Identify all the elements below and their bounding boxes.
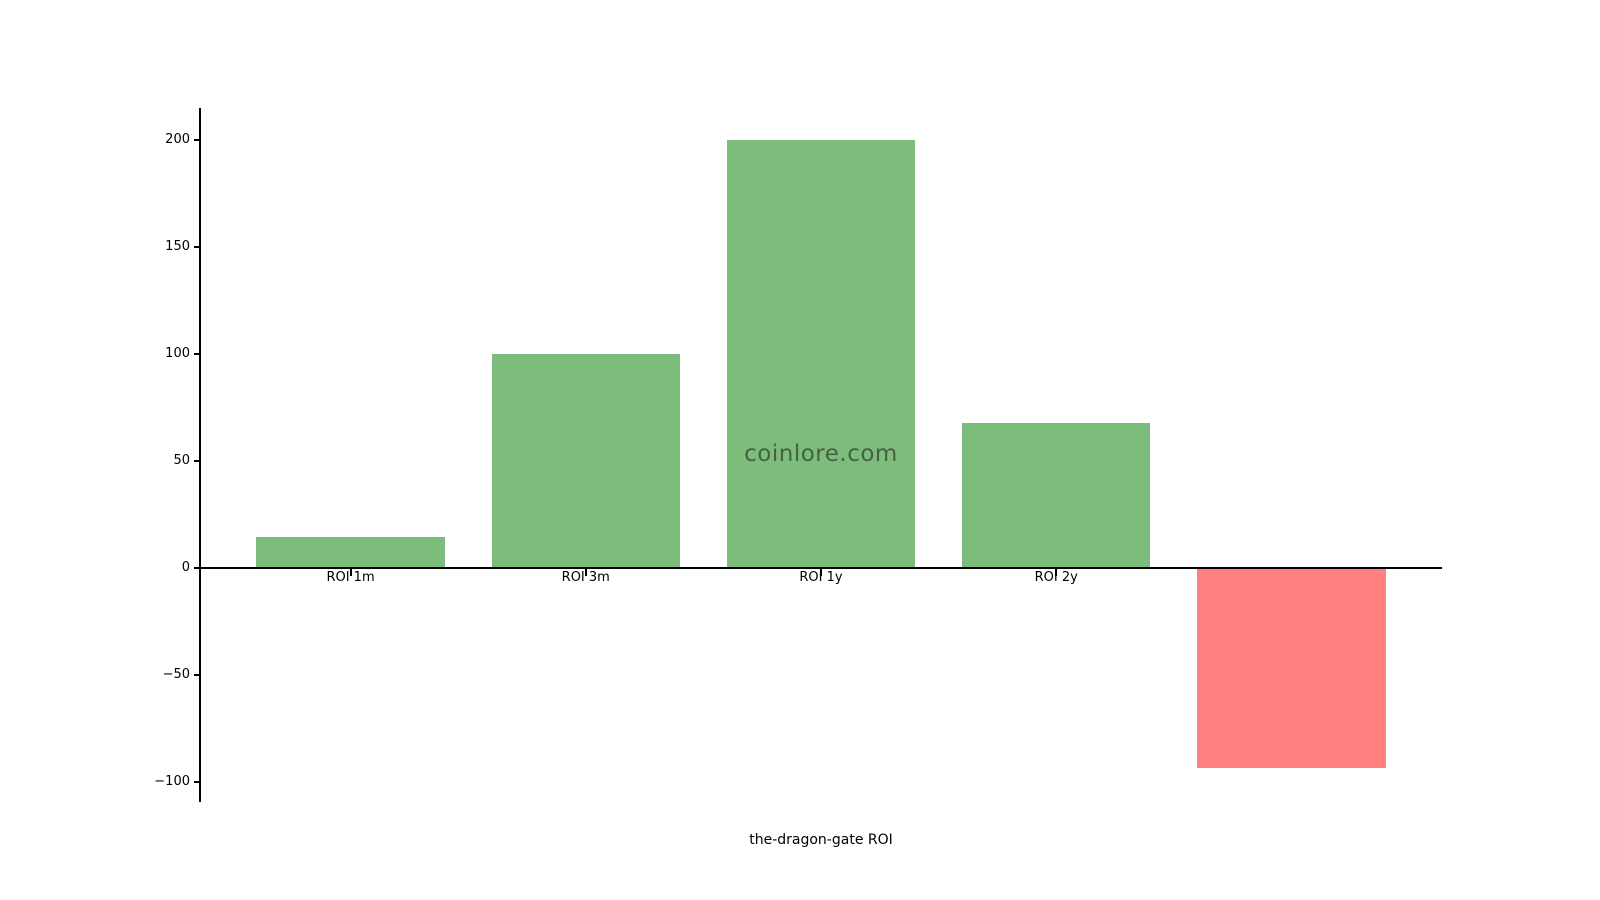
bar-roi-1m (256, 537, 445, 569)
y-tick-label-50: −50 (162, 667, 190, 683)
x-tick-label-roi-3m: ROI 3m (561, 570, 610, 586)
x-tick-roi-1y (820, 568, 822, 577)
y-tick-200 (194, 138, 200, 141)
bar-roi-3m (491, 353, 680, 569)
y-tick-100 (194, 352, 200, 355)
x-axis-zero-line (200, 567, 1442, 569)
chart-title: the-dragon-gate ROI (749, 832, 893, 848)
y-tick-label-0: 0 (181, 560, 190, 576)
x-tick-label-roi-1m: ROI 1m (326, 570, 375, 586)
y-axis-line (199, 108, 201, 802)
y-tick-150 (194, 245, 200, 248)
x-tick-roi-2y (1055, 568, 1058, 577)
bar-5 (1197, 568, 1386, 769)
y-tick-label-150: 150 (165, 238, 190, 254)
y-tick-label-100: 100 (165, 345, 190, 361)
bar-roi-1y (726, 139, 916, 569)
y-tick-100 (194, 781, 200, 784)
x-tick-label-roi-2y: ROI 2y (1034, 570, 1078, 586)
x-tick-roi-3m (584, 568, 587, 577)
y-tick-label-50: 50 (173, 452, 190, 468)
y-tick-50 (194, 459, 200, 462)
x-tick-label-roi-1y: ROI 1y (799, 570, 843, 586)
y-tick-0 (194, 567, 200, 570)
watermark-text: coinlore.com (744, 441, 898, 467)
x-tick-roi-1m (349, 568, 352, 577)
y-tick-50 (194, 674, 200, 677)
bar-roi-2y (962, 423, 1151, 569)
y-tick-label-100: −100 (154, 774, 190, 790)
y-tick-label-200: 200 (165, 131, 190, 147)
